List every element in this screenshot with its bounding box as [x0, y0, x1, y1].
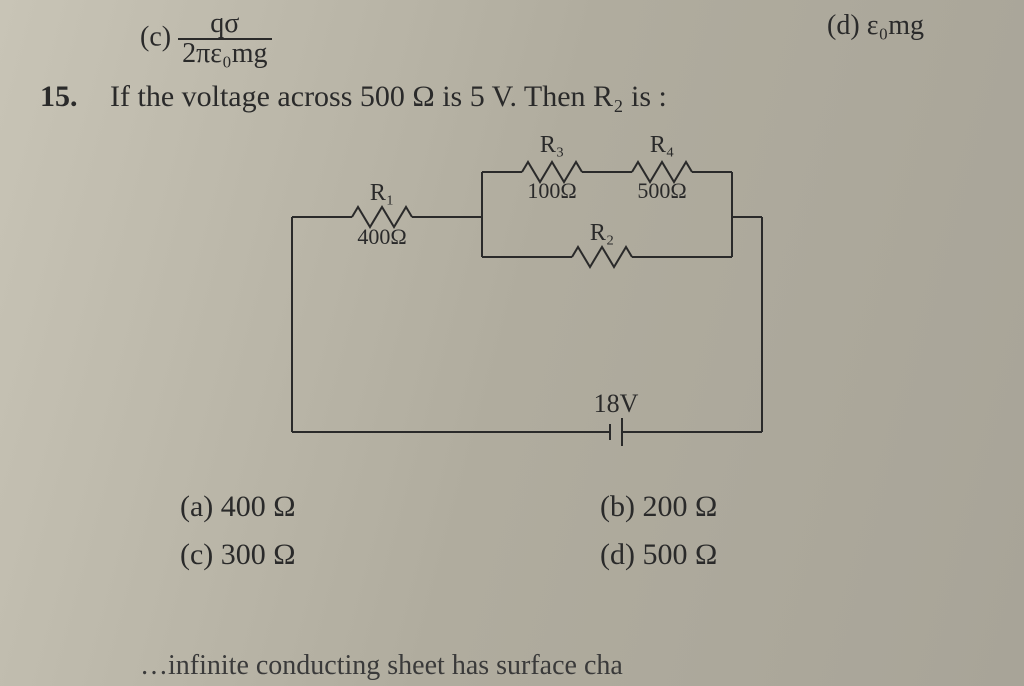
label-r4: R₄ — [650, 132, 674, 158]
label-r1: R₁ — [370, 180, 394, 206]
question-text: If the voltage across 500 Ω is 5 V. Then… — [110, 80, 667, 114]
label-r3: R₃ — [540, 132, 564, 158]
option-label: (d) — [827, 10, 860, 41]
question-number: 15. — [40, 80, 110, 114]
label-r3-val: 100Ω — [527, 178, 576, 203]
label-r2: R₂ — [590, 220, 614, 246]
fraction: qσ 2πε₀mg — [178, 10, 271, 68]
option-c: (c) 300 Ω — [180, 538, 480, 572]
label-voltage: 18V — [594, 389, 639, 418]
denominator: 2πε₀mg — [178, 38, 271, 68]
next-question-fragment: …infinite conducting sheet has surface c… — [140, 650, 623, 682]
page: (c) qσ 2πε₀mg (d) ε₀mg 15. If the voltag… — [0, 0, 1024, 686]
option-b: (b) 200 Ω — [600, 490, 900, 524]
numerator: qσ — [206, 10, 243, 38]
prev-question-options: (c) qσ 2πε₀mg (d) ε₀mg — [40, 10, 984, 68]
prev-option-c: (c) qσ 2πε₀mg — [140, 10, 272, 68]
option-a: (a) 400 Ω — [180, 490, 480, 524]
label-r1-val: 400Ω — [357, 224, 406, 249]
circuit-svg: R₁ 400Ω R₃ 100Ω R₄ 500Ω R₂ 18V — [232, 122, 792, 472]
option-expr: ε₀mg — [867, 10, 924, 41]
option-label: (c) — [140, 21, 171, 52]
question-row: 15. If the voltage across 500 Ω is 5 V. … — [40, 80, 984, 114]
label-r4-val: 500Ω — [637, 178, 686, 203]
circuit-diagram: R₁ 400Ω R₃ 100Ω R₄ 500Ω R₂ 18V — [40, 122, 984, 472]
options-grid: (a) 400 Ω (b) 200 Ω (c) 300 Ω (d) 500 Ω — [180, 490, 900, 572]
prev-option-d: (d) ε₀mg — [827, 10, 924, 68]
option-d: (d) 500 Ω — [600, 538, 900, 572]
